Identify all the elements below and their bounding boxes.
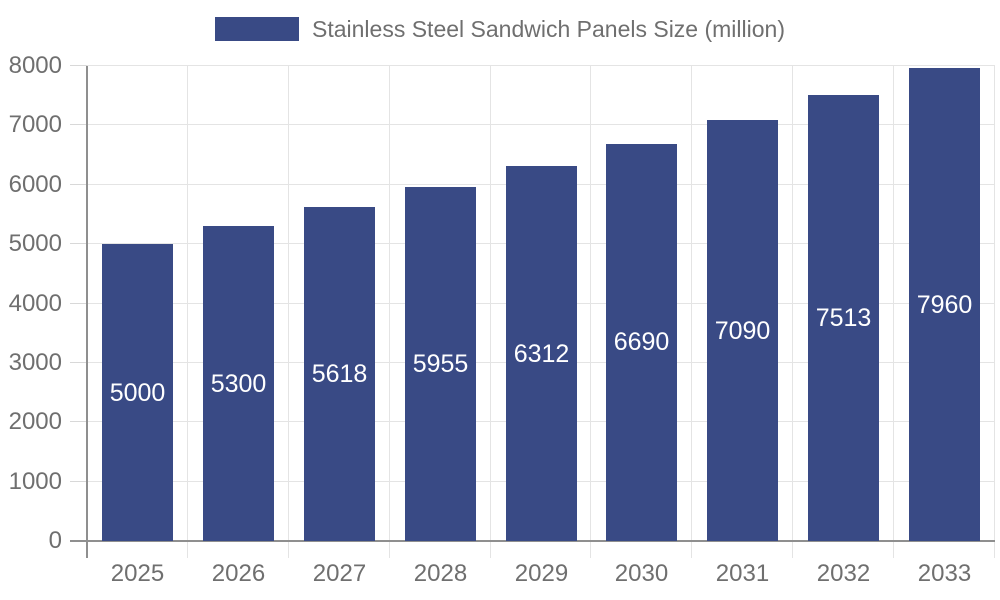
y-tick <box>70 480 87 482</box>
x-axis-label: 2025 <box>110 560 165 587</box>
y-grid-line <box>87 124 995 126</box>
x-grid-line <box>590 66 591 558</box>
x-grid-line <box>691 66 692 558</box>
bar-2030[interactable] <box>606 143 677 541</box>
y-axis-label: 6000 <box>8 170 62 198</box>
y-tick <box>70 361 87 363</box>
x-axis-label: 2031 <box>715 560 770 587</box>
bar-2031[interactable] <box>707 120 778 541</box>
bar-value-label: 7960 <box>916 290 973 319</box>
bar-2033[interactable] <box>909 68 980 541</box>
x-axis-line <box>70 540 995 542</box>
bar-2025[interactable] <box>102 244 173 541</box>
x-axis-label: 2029 <box>514 560 569 587</box>
legend[interactable]: Stainless Steel Sandwich Panels Size (mi… <box>0 15 1000 43</box>
bar-2026[interactable] <box>203 226 274 541</box>
y-axis-label: 2000 <box>8 408 62 436</box>
y-tick <box>70 421 87 423</box>
y-tick <box>70 302 87 304</box>
bar-value-label: 7513 <box>815 303 872 332</box>
x-axis-label: 2026 <box>211 560 266 587</box>
y-axis-label: 0 <box>48 527 62 554</box>
bar-value-label: 5618 <box>311 360 368 389</box>
x-grid-line <box>490 66 491 558</box>
legend-swatch <box>215 17 299 41</box>
bar-value-label: 7090 <box>714 316 771 345</box>
y-tick <box>70 243 87 245</box>
x-axis-label: 2033 <box>917 560 972 587</box>
y-axis-label: 3000 <box>8 348 62 376</box>
y-tick <box>70 183 87 185</box>
legend-label: Stainless Steel Sandwich Panels Size (mi… <box>312 16 785 42</box>
bar-value-label: 5955 <box>412 350 469 379</box>
x-axis-label: 2030 <box>614 560 669 587</box>
y-grid-line <box>87 65 995 66</box>
bar-value-label: 6690 <box>613 328 670 357</box>
bar-2029[interactable] <box>506 166 577 541</box>
bar-value-label: 5000 <box>109 378 166 407</box>
x-axis-label: 2027 <box>312 560 367 587</box>
x-axis-label: 2032 <box>816 560 871 587</box>
y-axis-line <box>86 66 88 558</box>
x-grid-line <box>389 66 390 558</box>
bar-2027[interactable] <box>304 207 375 541</box>
y-tick <box>70 124 87 126</box>
y-axis-label: 5000 <box>8 230 62 258</box>
x-grid-line <box>288 66 289 558</box>
x-axis-label: 2028 <box>413 560 468 587</box>
bar-value-label: 5300 <box>210 369 267 398</box>
y-axis-label: 1000 <box>8 467 62 495</box>
bar-value-label: 6312 <box>513 339 570 368</box>
x-grid-line <box>187 66 188 558</box>
y-axis-label: 7000 <box>8 111 62 139</box>
x-grid-line <box>792 66 793 558</box>
bar-2032[interactable] <box>808 94 879 541</box>
y-axis-label: 8000 <box>8 52 62 79</box>
x-grid-line <box>893 66 894 558</box>
y-axis-label: 4000 <box>8 289 62 317</box>
y-tick <box>70 65 87 66</box>
x-grid-line <box>994 66 995 558</box>
bar-2028[interactable] <box>405 187 476 541</box>
